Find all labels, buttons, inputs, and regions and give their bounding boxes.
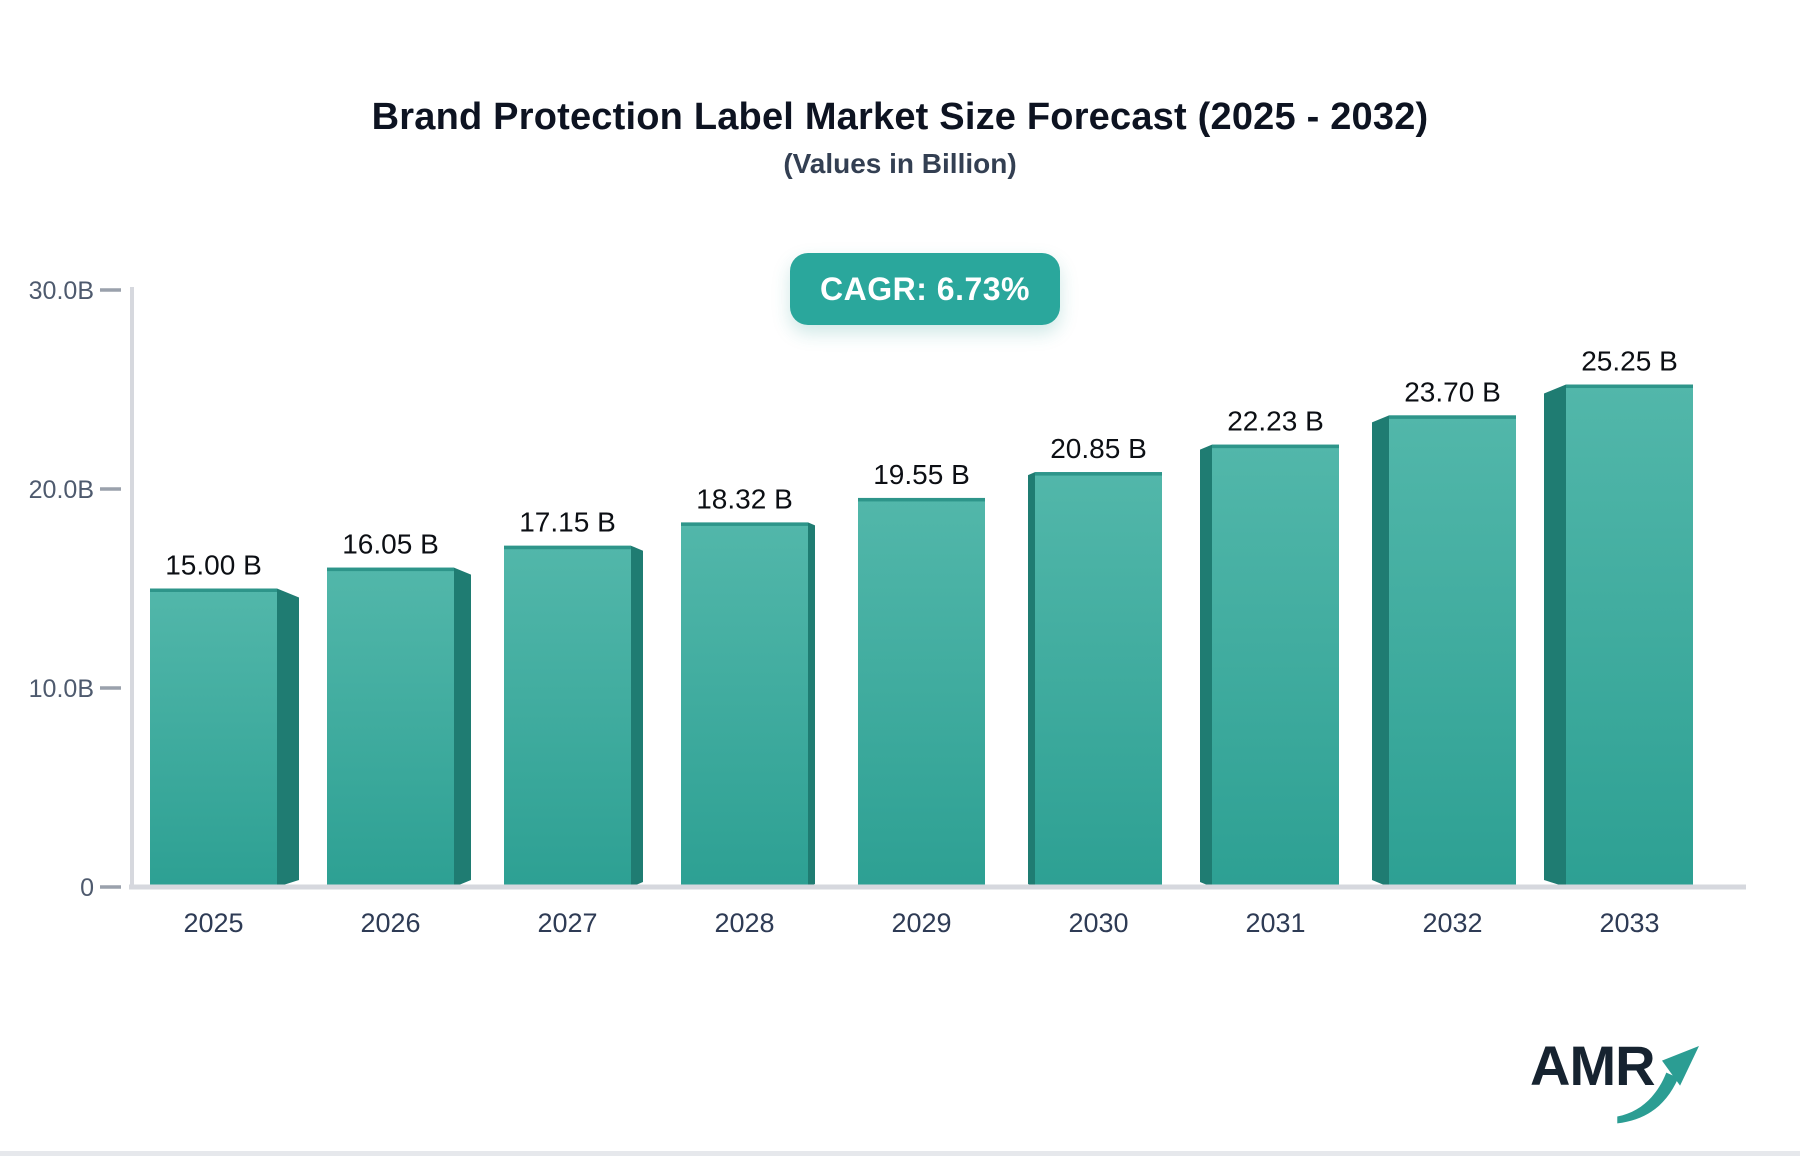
- bar-side-2028: [808, 522, 815, 887]
- bar-side-2027: [631, 545, 643, 887]
- bar-top-edge-2031: [1212, 444, 1339, 449]
- bar-top-edge-2025: [150, 588, 277, 592]
- bar-value-label: 23.70 B: [1404, 376, 1501, 407]
- bar-side-2031: [1200, 444, 1212, 887]
- bar-top-edge-2029: [858, 497, 985, 502]
- x-axis-label: 2025: [183, 908, 243, 938]
- cagr-badge-label: CAGR: 6.73%: [820, 270, 1030, 307]
- bar-2030: [1035, 472, 1162, 887]
- chart-title: Brand Protection Label Market Size Forec…: [371, 96, 1429, 138]
- bar-value-label: 19.55 B: [873, 459, 970, 490]
- bar-value-label: 17.15 B: [519, 507, 616, 538]
- bar-top-edge-2027: [504, 545, 631, 550]
- bar-top-edge-2026: [327, 567, 454, 572]
- y-axis-tick-label: 20.0B: [29, 476, 94, 504]
- x-axis-label: 2026: [360, 908, 420, 938]
- bar-value-label: 18.32 B: [696, 483, 793, 514]
- bar-2031: [1212, 444, 1339, 887]
- chart-subtitle: (Values in Billion): [783, 148, 1017, 179]
- y-axis-tick-label: 0: [80, 874, 94, 902]
- bar-side-2025: [277, 588, 299, 887]
- bar-side-2030: [1028, 472, 1035, 887]
- bar-side-2026: [454, 567, 471, 887]
- bar-top-edge-2030: [1035, 472, 1162, 476]
- cagr-badge: CAGR: 6.73%: [790, 253, 1060, 325]
- bar-2027: [504, 545, 631, 887]
- amr-logo: AMR: [1530, 1038, 1730, 1128]
- bar-top-edge-2033: [1566, 384, 1693, 389]
- bar-value-label: 16.05 B: [342, 529, 439, 560]
- x-axis-label: 2031: [1245, 908, 1305, 938]
- bar-value-label: 25.25 B: [1581, 346, 1678, 377]
- bar-2029: [858, 497, 985, 887]
- y-axis-tick-label: 10.0B: [29, 675, 94, 703]
- bar-side-2033: [1544, 384, 1566, 887]
- growth-arrow-icon: [1617, 1046, 1699, 1124]
- bar-top-edge-2028: [681, 522, 808, 526]
- bar-side-2032: [1372, 415, 1389, 887]
- bar-2032: [1389, 415, 1516, 887]
- bar-value-label: 20.85 B: [1050, 433, 1147, 464]
- x-axis-label: 2027: [537, 908, 597, 938]
- amr-logo-text: AMR: [1530, 1034, 1656, 1097]
- bar-value-label: 22.23 B: [1227, 406, 1324, 437]
- bar-value-label: 15.00 B: [165, 550, 262, 581]
- bar-top-edge-2032: [1389, 415, 1516, 419]
- bar-2033: [1566, 384, 1693, 887]
- bar-2028: [681, 522, 808, 887]
- bar-2026: [327, 567, 454, 887]
- x-axis-label: 2032: [1422, 908, 1482, 938]
- y-axis-tick-label: 30.0B: [29, 277, 94, 305]
- x-axis-label: 2029: [891, 908, 951, 938]
- bar-2025: [150, 588, 277, 887]
- x-axis-label: 2028: [714, 908, 774, 938]
- x-axis-label: 2030: [1068, 908, 1128, 938]
- x-axis-label: 2033: [1599, 908, 1659, 938]
